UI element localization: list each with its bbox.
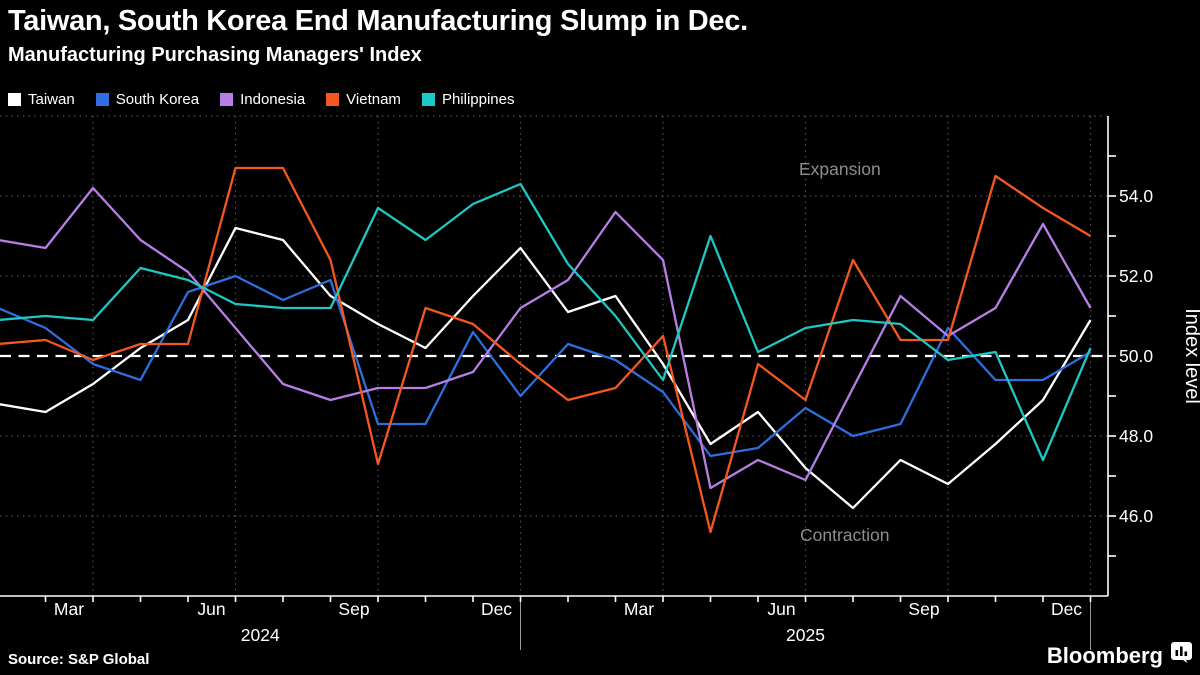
legend-label: Vietnam: [346, 91, 401, 108]
svg-text:Jun: Jun: [197, 599, 225, 619]
bloomberg-wordmark: Bloomberg: [1046, 642, 1163, 668]
expansion-annotation: Expansion: [799, 159, 881, 179]
svg-text:Sep: Sep: [338, 599, 369, 619]
vietnam-swatch-icon: [326, 93, 340, 106]
svg-text:52.0: 52.0: [1119, 266, 1153, 286]
svg-text:Dec: Dec: [481, 599, 512, 619]
contraction-annotation: Contraction: [800, 525, 890, 545]
svg-text:Jun: Jun: [767, 599, 795, 619]
south-korea-swatch-icon: [95, 93, 109, 106]
chart-subtitle: Manufacturing Purchasing Managers' Index: [8, 44, 422, 66]
source-note: Source: S&P Global: [8, 651, 150, 668]
chart-title: Taiwan, South Korea End Manufacturing Sl…: [8, 5, 748, 37]
legend-item-south-korea: South Korea: [95, 91, 200, 108]
indonesia-swatch-icon: [220, 93, 234, 106]
svg-text:48.0: 48.0: [1119, 426, 1153, 446]
legend-label: South Korea: [115, 91, 200, 108]
legend-item-indonesia: Indonesia: [220, 91, 305, 108]
svg-text:Index level: Index level: [1181, 308, 1200, 404]
legend-label: Indonesia: [240, 91, 306, 108]
svg-text:Dec: Dec: [1051, 599, 1082, 619]
bloomberg-brand: Bloomberg: [1047, 642, 1192, 669]
svg-text:2025: 2025: [786, 625, 825, 645]
svg-text:2024: 2024: [241, 625, 280, 645]
philippines-swatch-icon: [421, 93, 435, 106]
svg-text:Mar: Mar: [624, 599, 654, 619]
svg-text:Sep: Sep: [908, 599, 939, 619]
legend-item-taiwan: Taiwan: [8, 91, 75, 108]
legend-item-philippines: Philippines: [421, 91, 515, 108]
legend-label: Philippines: [441, 91, 515, 108]
taiwan-swatch-icon: [8, 93, 21, 106]
bloomberg-chart-icon: [1171, 642, 1192, 669]
legend-item-vietnam: Vietnam: [326, 91, 401, 108]
svg-text:54.0: 54.0: [1119, 186, 1153, 206]
legend-label: Taiwan: [28, 91, 75, 108]
svg-text:46.0: 46.0: [1119, 506, 1153, 526]
svg-text:Mar: Mar: [54, 599, 84, 619]
legend: Taiwan South Korea Indonesia Vietnam Phi…: [8, 91, 514, 108]
svg-text:50.0: 50.0: [1119, 346, 1153, 366]
